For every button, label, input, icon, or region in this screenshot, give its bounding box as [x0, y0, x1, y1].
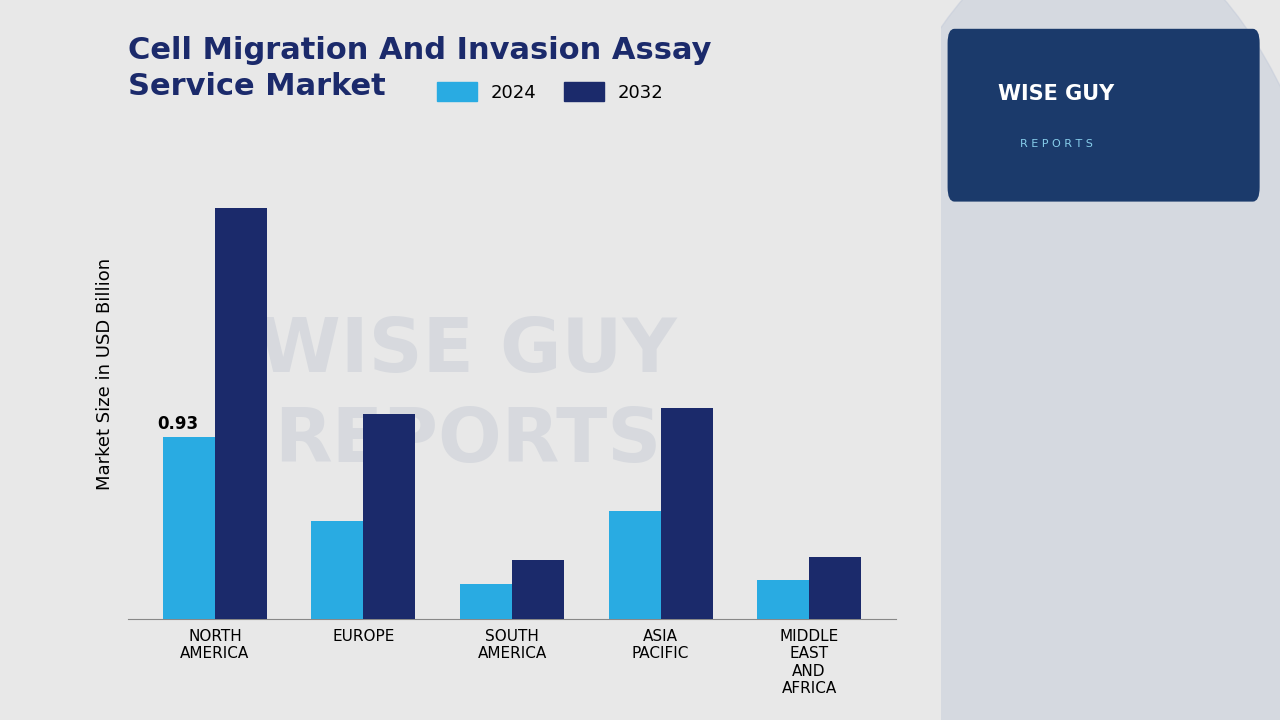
FancyBboxPatch shape [947, 29, 1260, 202]
Bar [660, 408, 713, 619]
Y-axis label: Market Size in USD Billion: Market Size in USD Billion [96, 258, 114, 490]
Text: WISE GUY
REPORTS: WISE GUY REPORTS [259, 315, 677, 478]
Bar [512, 560, 564, 619]
Bar [756, 580, 809, 619]
Bar [364, 413, 416, 619]
Text: R E P O R T S: R E P O R T S [1020, 139, 1093, 149]
Circle shape [822, 0, 1280, 720]
Text: Cell Migration And Invasion Assay
Service Market: Cell Migration And Invasion Assay Servic… [128, 36, 712, 101]
Bar [608, 511, 660, 619]
Bar [809, 557, 861, 619]
Bar [460, 584, 512, 619]
Text: 0.93: 0.93 [157, 415, 198, 433]
Legend: 2024, 2032: 2024, 2032 [430, 75, 671, 109]
Text: WISE GUY: WISE GUY [998, 84, 1115, 104]
Bar [215, 208, 268, 619]
Bar [163, 437, 215, 619]
Bar [311, 521, 364, 619]
